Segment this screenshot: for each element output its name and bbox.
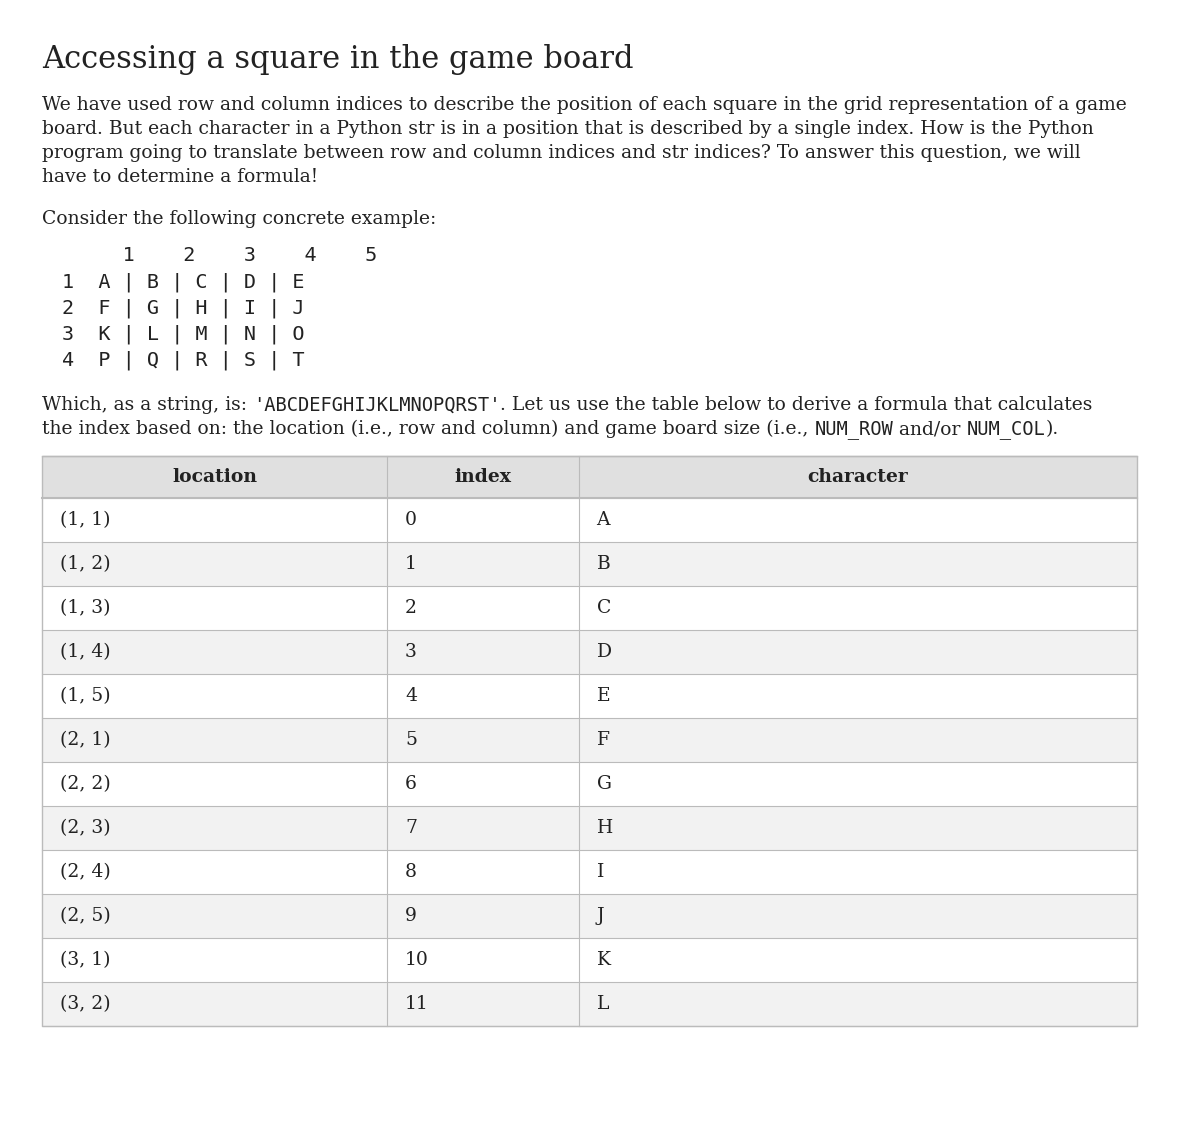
Text: Which, as a string, is:: Which, as a string, is: (42, 396, 253, 414)
Text: have to determine a formula!: have to determine a formula! (42, 168, 318, 186)
Text: (2, 4): (2, 4) (60, 863, 111, 881)
Text: (2, 5): (2, 5) (60, 907, 111, 925)
Bar (42, 456, 1137, 498)
Text: (1, 1): (1, 1) (60, 511, 111, 529)
Text: E: E (597, 687, 611, 705)
Text: B: B (597, 555, 611, 573)
Bar (42, 938, 1137, 982)
Text: ).: ). (1046, 420, 1059, 438)
Text: H: H (597, 819, 613, 837)
Bar (42, 542, 1137, 586)
Text: 4: 4 (404, 687, 417, 705)
Text: 'ABCDEFGHIJKLMNOPQRST': 'ABCDEFGHIJKLMNOPQRST' (253, 396, 501, 415)
Text: and/or: and/or (894, 420, 967, 438)
Text: (3, 2): (3, 2) (60, 994, 111, 1012)
Text: 8: 8 (404, 863, 417, 881)
Text: J: J (597, 907, 604, 925)
Text: We have used row and column indices to describe the position of each square in t: We have used row and column indices to d… (42, 96, 1127, 114)
Text: 3: 3 (404, 644, 417, 662)
Bar (42, 762, 1137, 805)
Text: 5: 5 (404, 731, 417, 749)
Bar (42, 630, 1137, 674)
Text: 10: 10 (404, 951, 429, 969)
Text: . Let us use the table below to derive a formula that calculates: . Let us use the table below to derive a… (501, 396, 1093, 414)
Text: I: I (597, 863, 604, 881)
Text: L: L (597, 994, 610, 1012)
Text: (1, 5): (1, 5) (60, 687, 111, 705)
Text: (2, 1): (2, 1) (60, 731, 111, 749)
Text: 7: 7 (404, 819, 417, 837)
Text: location: location (172, 468, 257, 486)
Text: 2  F | G | H | I | J: 2 F | G | H | I | J (62, 298, 304, 317)
Text: F: F (597, 731, 610, 749)
Text: 9: 9 (404, 907, 417, 925)
Text: program going to translate between row and column indices and str indices? To an: program going to translate between row a… (42, 144, 1081, 162)
Text: G: G (597, 775, 612, 793)
Bar (42, 982, 1137, 1026)
Text: (2, 2): (2, 2) (60, 775, 111, 793)
Text: K: K (597, 951, 611, 969)
Text: NUM_ROW: NUM_ROW (815, 420, 894, 439)
Text: 3  K | L | M | N | O: 3 K | L | M | N | O (62, 324, 304, 343)
Text: Accessing a square in the game board: Accessing a square in the game board (42, 44, 633, 75)
Text: (1, 4): (1, 4) (60, 644, 111, 662)
Text: (3, 1): (3, 1) (60, 951, 111, 969)
Text: 4  P | Q | R | S | T: 4 P | Q | R | S | T (62, 350, 304, 369)
Text: 2: 2 (404, 598, 417, 616)
Text: 1  A | B | C | D | E: 1 A | B | C | D | E (62, 272, 304, 291)
Text: (1, 2): (1, 2) (60, 555, 111, 573)
Bar (42, 456, 1137, 1026)
Text: Consider the following concrete example:: Consider the following concrete example: (42, 210, 436, 228)
Text: 1: 1 (404, 555, 417, 573)
Text: board. But each character in a Python str is in a position that is described by : board. But each character in a Python st… (42, 120, 1094, 138)
Text: 11: 11 (404, 994, 429, 1012)
Text: the index based on: the location (i.e., row and column) and game board size (i.e: the index based on: the location (i.e., … (42, 420, 815, 439)
Text: index: index (454, 468, 512, 486)
Text: 0: 0 (404, 511, 417, 529)
Text: (2, 3): (2, 3) (60, 819, 111, 837)
Bar (42, 674, 1137, 718)
Text: character: character (808, 468, 908, 486)
Bar (42, 850, 1137, 894)
Text: A: A (597, 511, 610, 529)
Text: D: D (597, 644, 612, 662)
Bar (42, 806, 1137, 850)
Text: 1    2    3    4    5: 1 2 3 4 5 (62, 246, 377, 266)
Text: 6: 6 (404, 775, 417, 793)
Bar (42, 498, 1137, 542)
Bar (42, 894, 1137, 938)
Bar (42, 718, 1137, 762)
Text: C: C (597, 598, 611, 616)
Text: NUM_COL: NUM_COL (967, 420, 1046, 439)
Text: (1, 3): (1, 3) (60, 598, 111, 616)
Bar (42, 586, 1137, 630)
